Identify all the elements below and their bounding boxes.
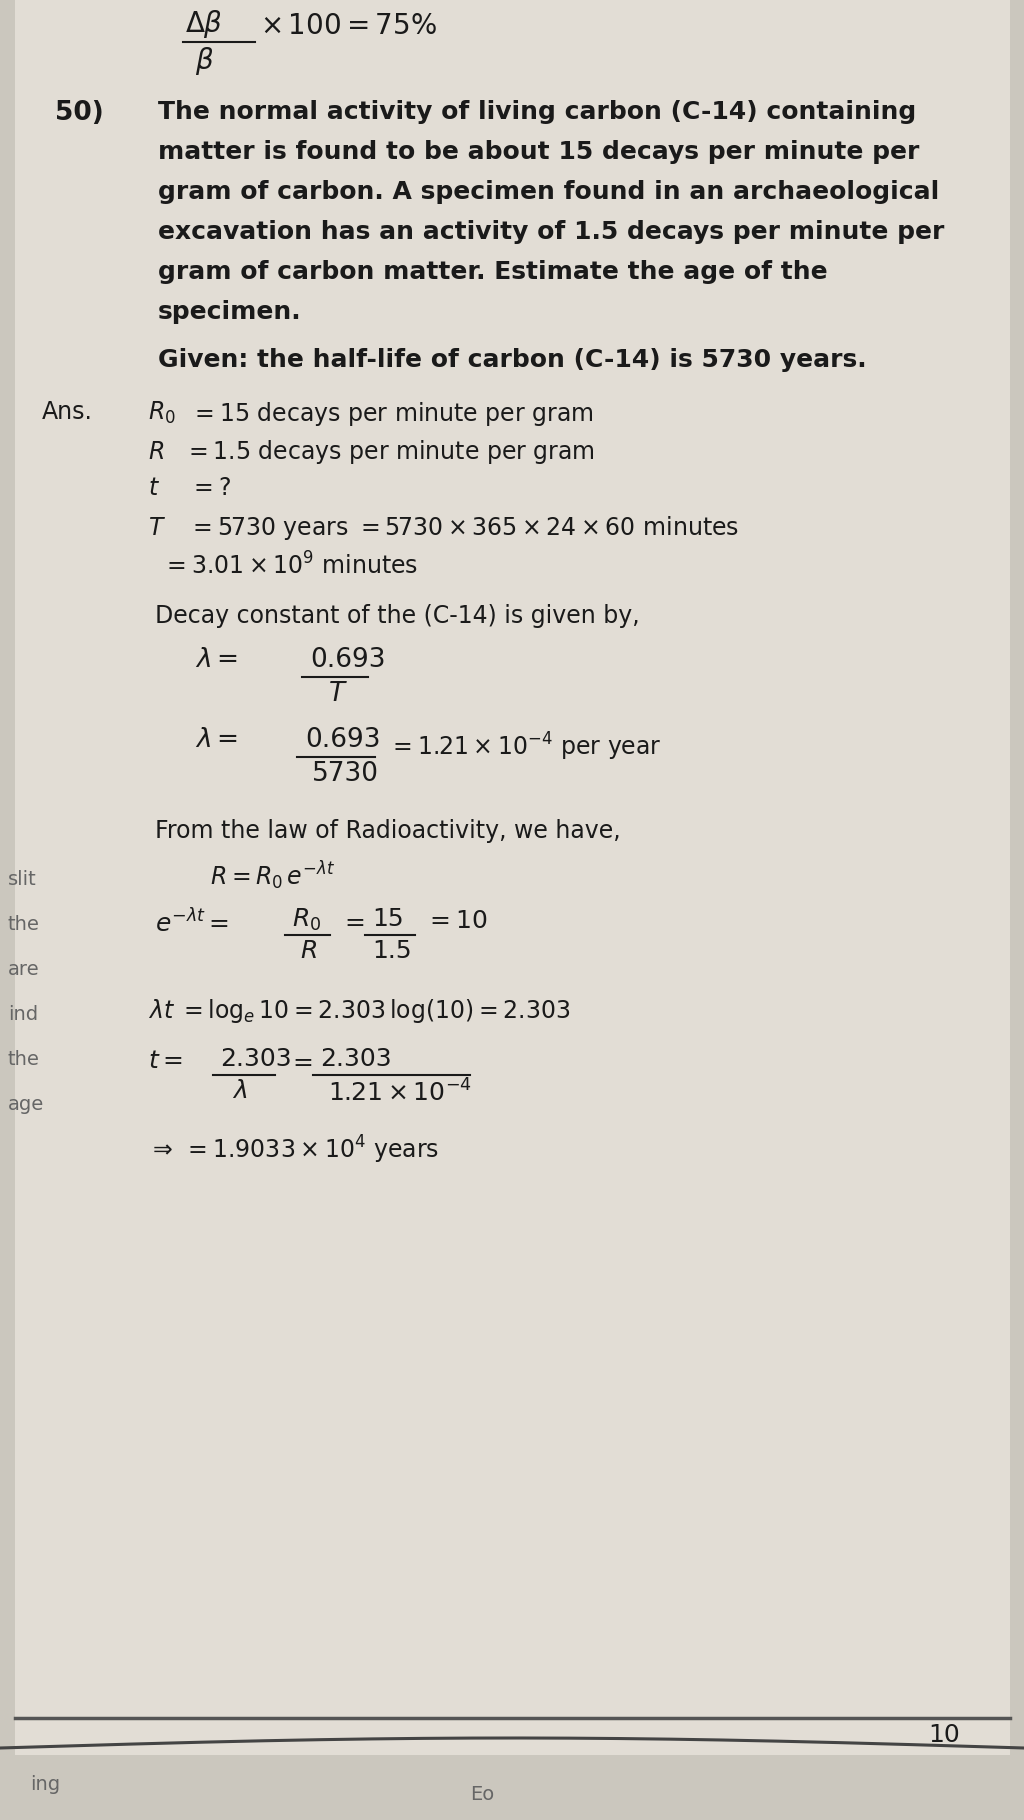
Text: $T\;\;\;\;= 5730$ years $= 5730 \times 365 \times 24 \times 60$ minutes: $T\;\;\;\;= 5730$ years $= 5730 \times 3… <box>148 513 739 542</box>
Text: $\lambda = $: $\lambda = $ <box>195 646 239 673</box>
FancyBboxPatch shape <box>15 0 1010 1754</box>
Text: $T$: $T$ <box>328 681 348 706</box>
Text: the: the <box>8 1050 40 1068</box>
Text: slit: slit <box>8 870 37 888</box>
Text: $1.21\times10^{-4}$: $1.21\times10^{-4}$ <box>328 1079 472 1107</box>
Text: 0.693: 0.693 <box>305 726 381 753</box>
Text: $e^{-\lambda t} =$: $e^{-\lambda t} =$ <box>155 908 229 937</box>
Text: $t\;\;\;\;\;=?$: $t\;\;\;\;\;=?$ <box>148 477 231 501</box>
Text: $t =$: $t =$ <box>148 1048 183 1074</box>
Text: 2.303: 2.303 <box>220 1046 292 1070</box>
Text: are: are <box>8 959 40 979</box>
Text: $= 10$: $= 10$ <box>425 908 487 934</box>
Text: Eo: Eo <box>470 1785 495 1804</box>
Text: $=$: $=$ <box>288 1048 313 1074</box>
Text: $\lambda$: $\lambda$ <box>232 1079 248 1103</box>
Text: ind: ind <box>8 1005 38 1025</box>
Text: $R = R_0\,e^{-\lambda t}$: $R = R_0\,e^{-\lambda t}$ <box>210 859 335 892</box>
Text: 5730: 5730 <box>312 761 379 786</box>
Text: 10: 10 <box>928 1724 961 1747</box>
Text: age: age <box>8 1096 44 1114</box>
Text: Decay constant of the (C-14) is given by,: Decay constant of the (C-14) is given by… <box>155 604 640 628</box>
Text: excavation has an activity of 1.5 decays per minute per: excavation has an activity of 1.5 decays… <box>158 220 944 244</box>
Text: $\lambda = $: $\lambda = $ <box>195 726 239 753</box>
Text: matter is found to be about 15 decays per minute per: matter is found to be about 15 decays pe… <box>158 140 920 164</box>
Text: $\times\,100 = 75\%$: $\times\,100 = 75\%$ <box>260 13 437 40</box>
Text: $R_0$: $R_0$ <box>148 400 176 426</box>
Text: From the law of Radioactivity, we have,: From the law of Radioactivity, we have, <box>155 819 621 843</box>
Text: $R\;\;\;= 1.5$ decays per minute per gram: $R\;\;\;= 1.5$ decays per minute per gra… <box>148 439 595 466</box>
Text: $= 15$ decays per minute per gram: $= 15$ decays per minute per gram <box>190 400 594 428</box>
Text: $=$: $=$ <box>340 908 366 934</box>
Text: Given: the half-life of carbon (C-14) is 5730 years.: Given: the half-life of carbon (C-14) is… <box>158 348 866 371</box>
Text: the: the <box>8 915 40 934</box>
Text: 0.693: 0.693 <box>310 646 385 673</box>
Text: $\Rightarrow\; = 1.9033\times10^4$ years: $\Rightarrow\; = 1.9033\times10^4$ years <box>148 1134 439 1167</box>
Text: 15: 15 <box>372 906 403 932</box>
Text: specimen.: specimen. <box>158 300 302 324</box>
Text: 2.303: 2.303 <box>319 1046 391 1070</box>
Text: $=3.01 \times 10^9$ minutes: $=3.01 \times 10^9$ minutes <box>162 551 418 579</box>
Text: The normal activity of living carbon (C-14) containing: The normal activity of living carbon (C-… <box>158 100 916 124</box>
Text: $= 1.21 \times 10^{-4}$ per year: $= 1.21 \times 10^{-4}$ per year <box>388 732 662 763</box>
Text: 50): 50) <box>55 100 103 126</box>
Text: $\lambda t\; = \log_e 10 = 2.303\,\log(10) = 2.303$: $\lambda t\; = \log_e 10 = 2.303\,\log(1… <box>148 997 570 1025</box>
Text: Ans.: Ans. <box>42 400 93 424</box>
Text: gram of carbon. A specimen found in an archaeological: gram of carbon. A specimen found in an a… <box>158 180 939 204</box>
Text: $R$: $R$ <box>300 939 317 963</box>
Text: $\Delta\beta$: $\Delta\beta$ <box>185 7 223 40</box>
Text: ing: ing <box>30 1774 60 1795</box>
Text: gram of carbon matter. Estimate the age of the: gram of carbon matter. Estimate the age … <box>158 260 827 284</box>
Text: $R_0$: $R_0$ <box>292 906 322 934</box>
Text: 1.5: 1.5 <box>372 939 412 963</box>
Text: $\beta$: $\beta$ <box>195 46 214 76</box>
